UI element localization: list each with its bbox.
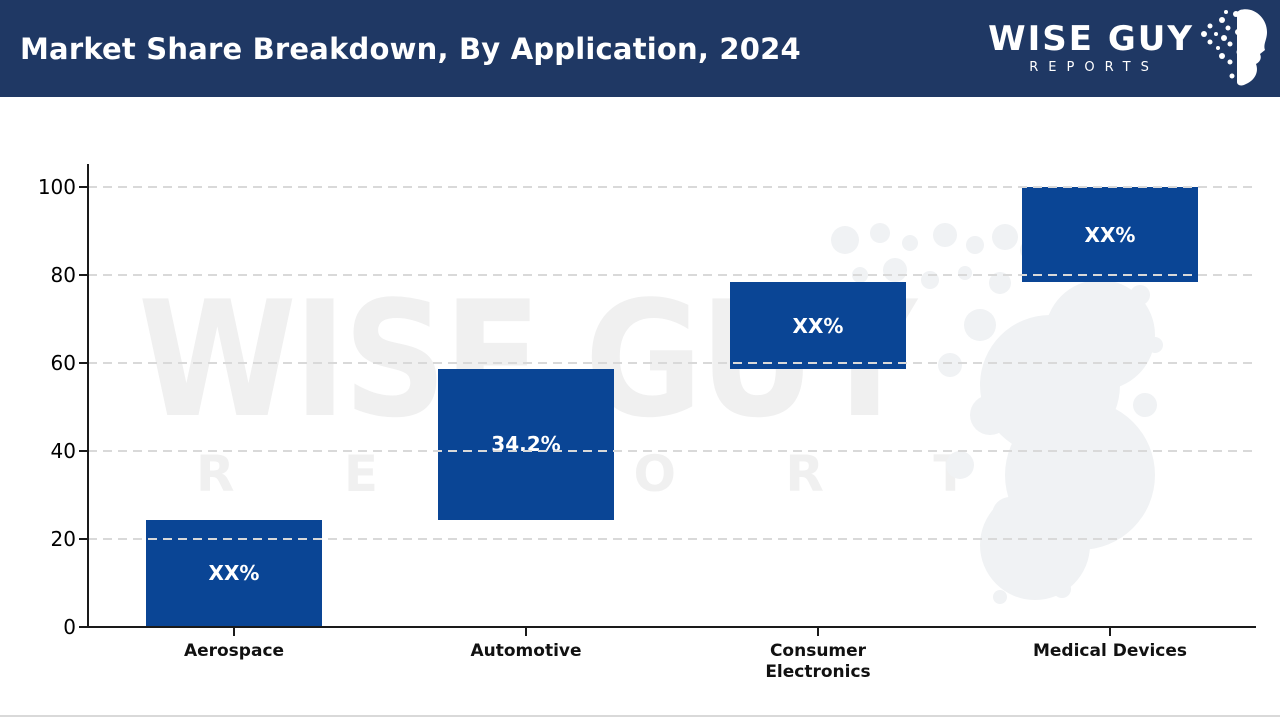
x-axis-category-label: Automotive bbox=[470, 641, 582, 661]
chart-area: WISE GUY R E P O R T S XX% 34.2% XX% XX% 0 20… bbox=[0, 97, 1280, 717]
y-axis-tick-label: 40 bbox=[50, 439, 76, 463]
x-axis-tick-mark bbox=[1109, 628, 1111, 636]
y-axis-tick-label: 80 bbox=[50, 263, 76, 287]
x-axis-line bbox=[87, 626, 1256, 628]
watermark-face-icon bbox=[800, 215, 1180, 619]
y-gridline bbox=[88, 450, 1256, 452]
y-axis-tick-label: 100 bbox=[37, 175, 76, 199]
y-axis-tick-mark bbox=[79, 626, 87, 628]
bar-segment: 34.2% bbox=[438, 369, 614, 520]
y-gridline bbox=[88, 274, 1256, 276]
y-gridline bbox=[88, 538, 1256, 540]
y-axis-tick-label: 60 bbox=[50, 351, 76, 375]
brand-logo-subtitle: REPORTS bbox=[1029, 60, 1159, 75]
bar-value-label: XX% bbox=[792, 313, 844, 338]
bar-segment: XX% bbox=[1022, 187, 1198, 283]
y-gridline bbox=[88, 362, 1256, 364]
y-axis-tick-mark bbox=[79, 362, 87, 364]
logo-face-icon bbox=[1196, 4, 1270, 94]
bar-segment: XX% bbox=[730, 282, 906, 370]
y-axis-tick-mark bbox=[79, 186, 87, 188]
y-gridline bbox=[88, 186, 1256, 188]
bar-value-label: XX% bbox=[208, 561, 260, 586]
bar-value-label: 34.2% bbox=[491, 432, 561, 457]
header-bar: Market Share Breakdown, By Application, … bbox=[0, 0, 1280, 97]
y-axis-tick-mark bbox=[79, 450, 87, 452]
y-axis-tick-label: 0 bbox=[63, 615, 76, 639]
y-axis-tick-mark bbox=[79, 538, 87, 540]
brand-logo-name: WISE GUY bbox=[988, 19, 1194, 59]
y-axis-line bbox=[87, 164, 89, 627]
x-axis-category-label: Aerospace bbox=[183, 641, 285, 661]
x-axis-category-label: Consumer Electronics bbox=[765, 641, 871, 682]
y-axis-tick-label: 20 bbox=[50, 527, 76, 551]
brand-logo-text: WISE GUY REPORTS bbox=[988, 22, 1194, 75]
x-axis-tick-mark bbox=[817, 628, 819, 636]
bar-value-label: XX% bbox=[1084, 222, 1136, 247]
footer-divider bbox=[0, 715, 1280, 717]
x-axis-tick-mark bbox=[525, 628, 527, 636]
page-title: Market Share Breakdown, By Application, … bbox=[20, 31, 801, 66]
brand-logo: WISE GUY REPORTS bbox=[988, 4, 1280, 94]
bar-segment: XX% bbox=[146, 519, 322, 627]
x-axis-category-label: Medical Devices bbox=[1032, 641, 1187, 661]
x-axis-tick-mark bbox=[233, 628, 235, 636]
y-axis-tick-mark bbox=[79, 274, 87, 276]
